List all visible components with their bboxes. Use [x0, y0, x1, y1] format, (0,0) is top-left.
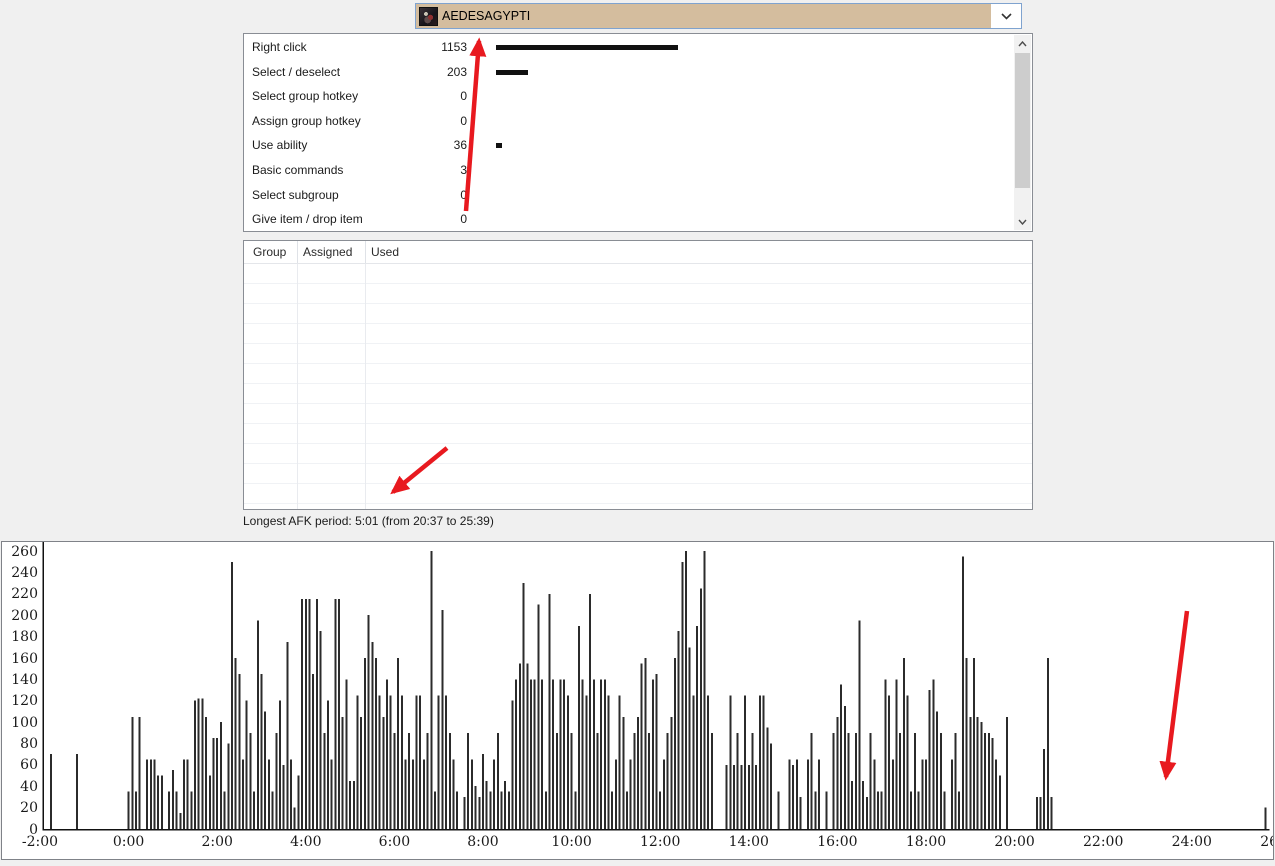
groups-table-body	[244, 264, 1032, 509]
x-axis-tick-label: 16:00	[817, 834, 858, 850]
x-axis-tick-label: -2:00	[21, 834, 59, 850]
y-axis-tick-label: 20	[20, 800, 38, 817]
stat-value: 0	[460, 89, 467, 104]
stat-label: Right click	[252, 40, 307, 54]
stat-value: 36	[453, 138, 467, 153]
table-row	[244, 484, 1032, 504]
column-header-used[interactable]: Used	[371, 245, 400, 259]
x-axis-tick-label: 8:00	[467, 834, 499, 850]
x-axis-tick-label: 12:00	[640, 834, 681, 850]
chevron-down-icon	[1000, 12, 1012, 20]
table-row	[244, 304, 1032, 324]
y-axis-tick-label: 80	[20, 736, 38, 752]
scroll-down-icon	[1018, 219, 1027, 225]
column-separator	[297, 241, 298, 263]
table-row	[244, 444, 1032, 464]
stat-bar	[496, 143, 502, 149]
y-axis-tick-label: 220	[11, 586, 38, 603]
player-portrait-icon	[419, 6, 438, 26]
action-stats-panel: Right click 1153 Select / deselect 203 Selec…	[243, 33, 1033, 232]
y-axis-tick-label: 40	[20, 778, 38, 795]
stat-bar	[496, 45, 679, 50]
y-axis-tick-label: 160	[11, 650, 38, 667]
apm-chart-panel: 0 20 40 60 80 100 120 140 160 180 200 220 240 260 -2:…	[1, 541, 1274, 860]
stat-value: 0	[460, 113, 467, 128]
groups-table-header: Group Assigned Used	[244, 241, 1032, 264]
stat-row[interactable]: Select / deselect 203	[244, 60, 1014, 85]
x-axis-tick-label: 10:00	[551, 834, 592, 850]
stat-row[interactable]: Select subgroup 0	[244, 183, 1014, 208]
x-axis-tick-label: 14:00	[728, 834, 769, 850]
stat-value: 0	[460, 187, 467, 202]
x-axis-tick-label: 22:00	[1083, 834, 1124, 850]
y-axis-tick-label: 60	[20, 757, 38, 774]
column-separator	[365, 264, 366, 509]
y-axis-tick-label: 0	[29, 821, 38, 838]
stat-label: Select subgroup	[252, 187, 339, 202]
scroll-up-icon	[1018, 40, 1027, 46]
stat-row[interactable]: Give item / drop item 0	[244, 207, 1014, 230]
column-header-group[interactable]: Group	[253, 245, 287, 259]
y-axis-tick-label: 260	[11, 543, 38, 560]
x-axis-tick-label: 24:00	[1171, 834, 1212, 850]
y-axis-tick-label: 140	[11, 671, 38, 688]
player-combobox-dropdown-button[interactable]	[991, 4, 1021, 28]
table-row	[244, 324, 1032, 344]
stat-row[interactable]: Basic commands 3	[244, 158, 1014, 183]
player-combobox-value: AEDESAGYPTI	[442, 9, 531, 23]
y-axis-tick-label: 240	[11, 564, 38, 581]
player-combobox[interactable]: AEDESAGYPTI	[415, 3, 1022, 29]
table-row	[244, 364, 1032, 384]
x-axis-tick-label: 4:00	[290, 834, 322, 850]
x-axis-tick-label: 2:00	[201, 834, 233, 850]
table-row	[244, 424, 1032, 444]
x-axis-tick-label: 26:00	[1260, 834, 1273, 850]
x-axis-tick-label: 20:00	[994, 834, 1035, 850]
stat-row[interactable]: Use ability 36	[244, 133, 1014, 158]
stat-value: 203	[446, 64, 467, 79]
groups-table-panel: Group Assigned Used	[243, 240, 1033, 510]
column-separator	[365, 241, 366, 263]
column-header-assigned[interactable]: Assigned	[303, 245, 353, 259]
table-row	[244, 344, 1032, 364]
stat-label: Basic commands	[252, 162, 344, 177]
stat-label: Assign group hotkey	[252, 113, 361, 128]
y-axis-tick-label: 180	[11, 629, 38, 646]
y-axis-tick-label: 120	[11, 693, 38, 710]
table-row	[244, 284, 1032, 304]
table-row	[244, 404, 1032, 424]
stat-value: 0	[460, 212, 467, 227]
stat-value: 1153	[441, 40, 467, 54]
scroll-up-button[interactable]	[1014, 35, 1031, 52]
stat-label: Use ability	[252, 138, 308, 153]
stat-bar	[496, 69, 529, 75]
player-combobox-selection[interactable]: AEDESAGYPTI	[416, 4, 991, 28]
stat-value: 3	[460, 162, 467, 177]
x-axis-tick-label: 18:00	[905, 834, 947, 850]
y-axis-tick-label: 100	[11, 714, 38, 731]
x-axis-tick-label: 6:00	[378, 834, 411, 850]
scroll-down-button[interactable]	[1014, 213, 1031, 230]
afk-period-note: Longest AFK period: 5:01 (from 20:37 to …	[243, 514, 494, 528]
stats-scrollbar[interactable]	[1014, 35, 1031, 230]
stat-label: Give item / drop item	[252, 212, 363, 227]
stat-label: Select group hotkey	[252, 89, 359, 104]
column-separator	[297, 264, 298, 509]
stat-row[interactable]: Select group hotkey 0	[244, 84, 1014, 109]
table-row	[244, 264, 1032, 284]
table-row	[244, 464, 1032, 484]
x-axis-tick-label: 0:00	[112, 834, 145, 850]
scrollbar-thumb[interactable]	[1015, 53, 1030, 188]
stat-row[interactable]: Assign group hotkey 0	[244, 109, 1014, 134]
table-row	[244, 504, 1032, 509]
y-axis-tick-label: 200	[11, 607, 38, 624]
action-stats-list: Right click 1153 Select / deselect 203 Selec…	[244, 35, 1014, 230]
table-row	[244, 384, 1032, 404]
stat-label: Select / deselect	[252, 64, 341, 79]
stat-row[interactable]: Right click 1153	[244, 35, 1014, 60]
apm-bar-chart	[42, 542, 1270, 831]
